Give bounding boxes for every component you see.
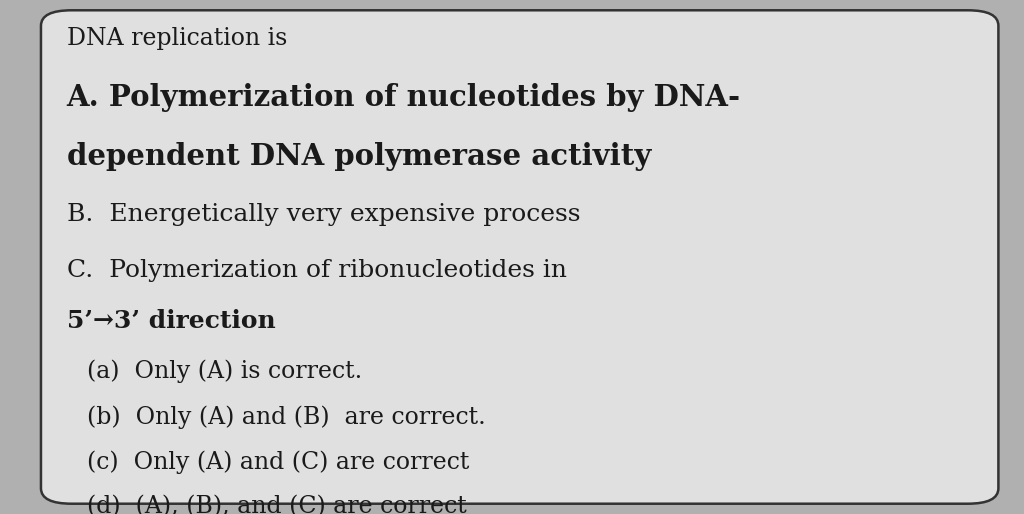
Text: (b)  Only (A) and (B)  are correct.: (b) Only (A) and (B) are correct. [87, 406, 485, 429]
Text: (d)  (A), (B), and (C) are correct: (d) (A), (B), and (C) are correct [87, 495, 467, 514]
Text: 5’→3’ direction: 5’→3’ direction [67, 309, 275, 333]
Text: DNA replication is: DNA replication is [67, 27, 287, 50]
Text: A. Polymerization of nucleotides by DNA-: A. Polymerization of nucleotides by DNA- [67, 83, 740, 112]
FancyBboxPatch shape [41, 10, 998, 504]
Text: (a)  Only (A) is correct.: (a) Only (A) is correct. [87, 359, 362, 383]
Text: C.  Polymerization of ribonucleotides in: C. Polymerization of ribonucleotides in [67, 260, 566, 282]
Text: B.  Energetically very expensive process: B. Energetically very expensive process [67, 204, 580, 226]
Text: (c)  Only (A) and (C) are correct: (c) Only (A) and (C) are correct [87, 451, 469, 474]
Text: dependent DNA polymerase activity: dependent DNA polymerase activity [67, 142, 651, 171]
